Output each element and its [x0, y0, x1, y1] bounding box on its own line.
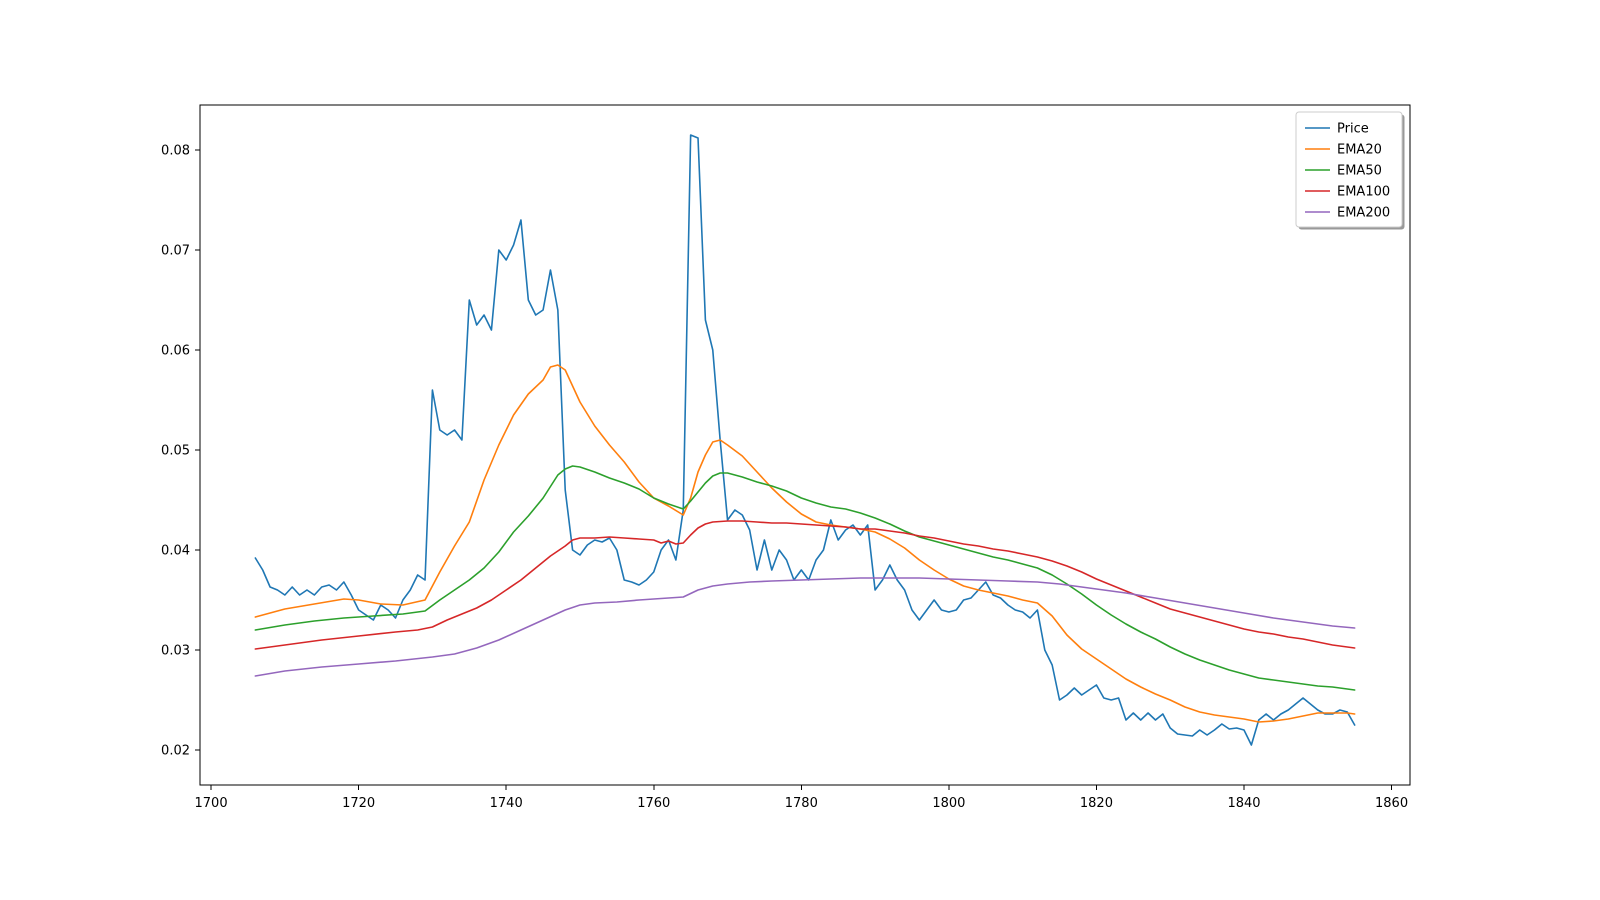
legend-label: EMA20	[1337, 143, 1382, 158]
series-line-ema200	[254, 577, 1356, 677]
legend-label: EMA100	[1337, 185, 1390, 200]
legend-entry-ema20: EMA20	[1305, 143, 1382, 158]
x-tick-label: 1860	[1375, 796, 1408, 811]
legend-entry-ema100: EMA100	[1305, 185, 1390, 200]
y-axis: 0.02 0.03 0.04 0.05 0.06 0.07 0.08	[161, 144, 200, 759]
legend: Price EMA20 EMA50 EMA100 EMA200	[1295, 111, 1405, 230]
y-tick-label: 0.04	[161, 544, 190, 559]
series-line-ema20	[254, 364, 1356, 723]
legend-entry-ema200: EMA200	[1305, 206, 1390, 221]
x-axis: 1700 1720 1740 1760 1780 1800 1820 1840 1860	[195, 785, 1408, 811]
x-tick-label: 1700	[195, 796, 228, 811]
legend-box	[1295, 111, 1403, 228]
x-tick-label: 1820	[1080, 796, 1113, 811]
x-tick-label: 1740	[490, 796, 523, 811]
x-tick-label: 1840	[1227, 796, 1260, 811]
legend-entry-ema50: EMA50	[1305, 164, 1382, 179]
y-tick-label: 0.08	[161, 144, 190, 159]
y-tick-label: 0.05	[161, 444, 190, 459]
plot-border	[199, 104, 1411, 786]
legend-label: Price	[1337, 122, 1369, 137]
y-tick-label: 0.03	[161, 644, 190, 659]
y-tick-label: 0.06	[161, 344, 190, 359]
y-tick-label: 0.02	[161, 744, 190, 759]
x-tick-label: 1780	[785, 796, 818, 811]
legend-label: EMA200	[1337, 206, 1390, 221]
x-tick-label: 1800	[932, 796, 965, 811]
series-line-ema50	[254, 465, 1356, 691]
x-tick-label: 1720	[342, 796, 375, 811]
series-line-ema100	[254, 520, 1356, 650]
x-tick-label: 1760	[637, 796, 670, 811]
legend-label: EMA50	[1337, 164, 1382, 179]
series-lines	[254, 134, 1356, 746]
series-line-price	[254, 134, 1356, 746]
y-tick-label: 0.07	[161, 244, 190, 259]
legend-entry-price: Price	[1305, 122, 1369, 137]
